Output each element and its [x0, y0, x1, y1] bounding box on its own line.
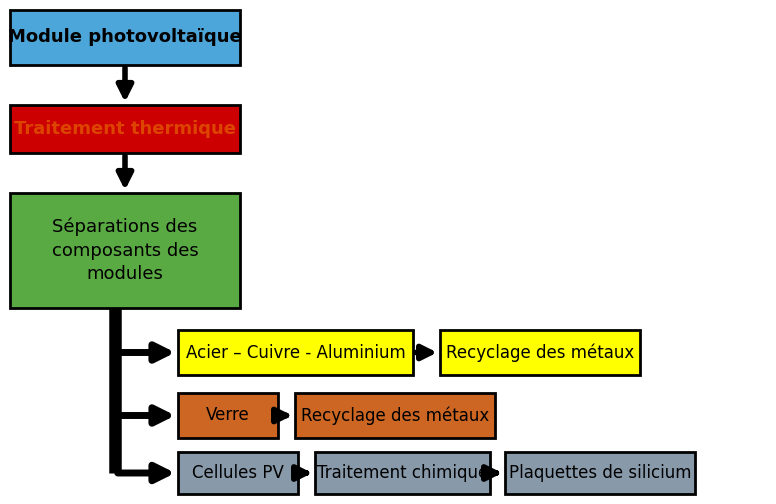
Text: Plaquettes de silicium: Plaquettes de silicium: [509, 464, 691, 482]
Text: Recyclage des métaux: Recyclage des métaux: [446, 343, 634, 362]
FancyBboxPatch shape: [178, 330, 413, 375]
Text: Cellules PV: Cellules PV: [192, 464, 284, 482]
FancyBboxPatch shape: [505, 452, 695, 494]
Text: Acier – Cuivre - Aluminium: Acier – Cuivre - Aluminium: [185, 344, 405, 361]
Text: Recyclage des métaux: Recyclage des métaux: [301, 406, 489, 425]
FancyBboxPatch shape: [295, 393, 495, 438]
FancyBboxPatch shape: [440, 330, 640, 375]
Text: Verre: Verre: [206, 407, 250, 424]
Text: Traitement chimique: Traitement chimique: [317, 464, 488, 482]
Text: Traitement thermique: Traitement thermique: [14, 120, 236, 138]
FancyBboxPatch shape: [10, 105, 240, 153]
FancyBboxPatch shape: [178, 452, 298, 494]
Text: Module photovoltaïque: Module photovoltaïque: [8, 29, 242, 46]
Text: Séparations des
composants des
modules: Séparations des composants des modules: [52, 218, 199, 283]
FancyBboxPatch shape: [315, 452, 490, 494]
FancyBboxPatch shape: [10, 193, 240, 308]
FancyBboxPatch shape: [178, 393, 278, 438]
FancyBboxPatch shape: [10, 10, 240, 65]
